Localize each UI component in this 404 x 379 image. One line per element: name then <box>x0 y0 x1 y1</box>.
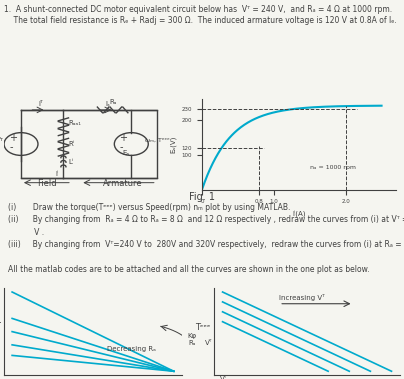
Text: -: - <box>120 142 123 152</box>
Y-axis label: Tᵉᵉᵉ: Tᵉᵉᵉ <box>195 323 211 332</box>
Text: Rₐ: Rₐ <box>109 99 117 105</box>
X-axis label: Iⁱ(A): Iⁱ(A) <box>292 210 306 217</box>
Text: Vᵀ: Vᵀ <box>0 137 4 146</box>
Text: 1.  A shunt-connected DC motor equivalent circuit below has  Vᵀ = 240 V,  and Rₐ: 1. A shunt-connected DC motor equivalent… <box>4 5 397 25</box>
Text: Iⁱ: Iⁱ <box>55 171 58 177</box>
Text: Vᵀ
Kφ: Vᵀ Kφ <box>219 376 228 379</box>
Text: Lⁱ: Lⁱ <box>69 160 74 166</box>
Y-axis label: Eₐ(V): Eₐ(V) <box>170 135 176 153</box>
Text: (i)       Draw the torque(Tᵉᵉᵉ) versus Speed(rpm) nₘ plot by using MATLAB.
(ii) : (i) Draw the torque(Tᵉᵉᵉ) versus Speed(r… <box>8 202 404 274</box>
Text: Increasing Vᵀ: Increasing Vᵀ <box>279 294 325 301</box>
Text: Eₐ: Eₐ <box>123 150 130 157</box>
Text: Armature: Armature <box>103 179 143 188</box>
Text: -: - <box>9 142 13 152</box>
Text: Fig. 1: Fig. 1 <box>189 192 215 202</box>
Text: Vᵀ: Vᵀ <box>205 340 212 346</box>
Text: nₐ = 1000 rpm: nₐ = 1000 rpm <box>310 164 356 169</box>
Text: +: + <box>120 133 127 143</box>
Text: ωₘ, Tᵉᵉᵉ: ωₘ, Tᵉᵉᵉ <box>145 138 170 143</box>
Text: Iᵀ: Iᵀ <box>38 102 42 108</box>
Text: Iₐ: Iₐ <box>106 102 111 108</box>
Text: Field: Field <box>37 179 56 188</box>
Text: Rⁱ: Rⁱ <box>69 141 74 147</box>
Text: +: + <box>9 133 17 143</box>
Text: Rₐₐ₁: Rₐₐ₁ <box>69 120 82 126</box>
Text: Kφ
Rₐ: Kφ Rₐ <box>187 333 196 346</box>
Text: Decreasing Rₐ: Decreasing Rₐ <box>107 346 156 352</box>
